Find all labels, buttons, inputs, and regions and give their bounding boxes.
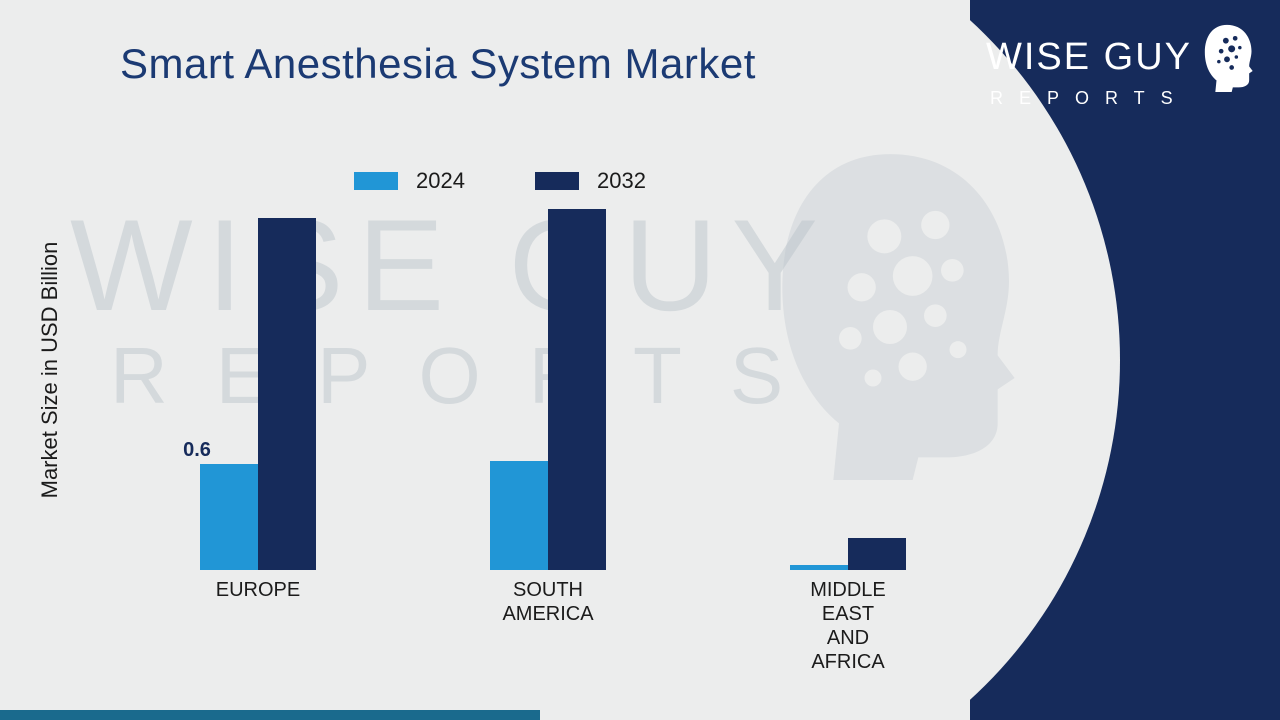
bar [258,218,316,570]
y-axis-label: Market Size in USD Billion [37,242,63,499]
brand-head-icon [1192,22,1262,92]
bar [790,565,848,570]
brand-line1: WISE GUY [986,22,1266,92]
bar [200,464,258,570]
x-axis-label: EUROPE [148,578,368,602]
chart-title: Smart Anesthesia System Market [120,40,756,88]
legend-item-1: 2032 [535,168,646,194]
x-axis-label: MIDDLE EAST AND AFRICA [738,578,958,674]
legend-label-1: 2032 [597,168,646,194]
bar [490,461,548,570]
legend-swatch-1 [535,172,579,190]
chart-legend: 2024 2032 [0,168,1000,194]
bar [548,209,606,570]
page-root: WISE GUY REPORTS Smart Anesthesia System… [0,0,1280,720]
bar [848,538,906,570]
bar-value-label: 0.6 [142,439,252,462]
brand-logo: WISE GUY REPORTS [986,22,1266,109]
legend-label-0: 2024 [416,168,465,194]
brand-line1-text: WISE GUY [986,36,1192,79]
chart-plot-area: 0.6EUROPESOUTH AMERICAMIDDLE EAST AND AF… [110,200,1000,570]
legend-item-0: 2024 [354,168,465,194]
x-axis-label: SOUTH AMERICA [438,578,658,626]
bottom-accent-bar [0,710,540,720]
legend-swatch-0 [354,172,398,190]
